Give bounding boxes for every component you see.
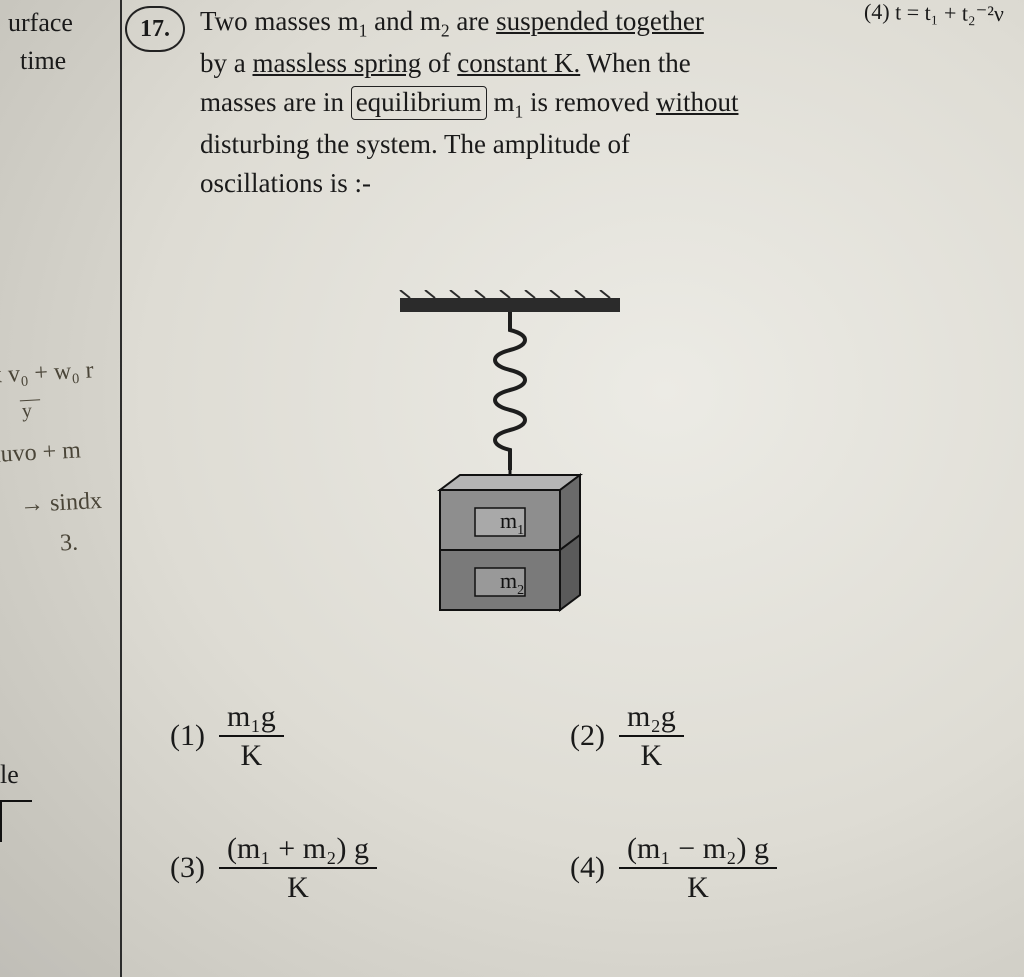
handwriting-line2: muvo + m	[0, 437, 82, 469]
q-l1a: Two masses	[200, 6, 338, 36]
q-m2-sym: m	[420, 6, 441, 36]
q-constK: constant K.	[457, 48, 580, 78]
option-4-bot: K	[679, 869, 717, 904]
margin-bracket	[0, 800, 32, 842]
q-suspended: suspended together	[496, 6, 704, 36]
spring-mass-diagram: m1 m2	[380, 290, 640, 650]
page: urface time le (4) t = t₁ + t₂⁻²ν 17. Tw…	[0, 0, 1024, 977]
option-3-bot: K	[279, 869, 317, 904]
option-3[interactable]: (3) (m₁ + m₂) g K	[170, 832, 570, 904]
q-equilibrium: equilibrium	[351, 86, 487, 120]
handwriting-line3: → sindx	[19, 488, 102, 519]
q-l3a: masses are in	[200, 87, 351, 117]
options-block: (1) m₁g K (2) m₂g K (3) (m₁ + m₂) g K	[170, 700, 990, 964]
q-m1-sym: m	[338, 6, 359, 36]
options-row-1: (1) m₁g K (2) m₂g K	[170, 700, 990, 772]
margin-word-urface: urface	[8, 8, 73, 38]
q-without: without	[656, 87, 739, 117]
option-2-bot: K	[633, 737, 671, 772]
option-3-num: (3)	[170, 851, 205, 885]
option-2-top: m₂g	[619, 700, 684, 737]
q-l5: oscillations is :-	[200, 168, 371, 198]
q-l1c: are	[456, 6, 496, 36]
option-1-frac: m₁g K	[219, 700, 284, 772]
option-2[interactable]: (2) m₂g K	[570, 700, 970, 772]
option-1[interactable]: (1) m₁g K	[170, 700, 570, 772]
handwriting-line4: 3.	[59, 530, 78, 558]
option-2-frac: m₂g K	[619, 700, 684, 772]
q-l2c: When the	[586, 48, 690, 78]
option-1-num: (1)	[170, 719, 205, 753]
question-number: 17.	[140, 16, 170, 43]
q-l1b: and	[374, 6, 420, 36]
ceiling-bar	[400, 298, 620, 312]
q-l2a: by a	[200, 48, 252, 78]
q-massless: massless spring	[252, 48, 421, 78]
option-3-frac: (m₁ + m₂) g K	[219, 832, 377, 904]
ceiling-hatch	[400, 290, 610, 298]
option-4-frac: (m₁ − m₂) g K	[619, 832, 777, 904]
question-number-circle: 17.	[125, 6, 185, 52]
q-m1b-sym: m	[493, 87, 514, 117]
q-m1: m1	[338, 6, 368, 36]
margin-word-le: le	[0, 760, 19, 790]
q-l4: disturbing the system. The amplitude of	[200, 129, 630, 159]
option-1-bot: K	[233, 737, 271, 772]
question-text: Two masses m1 and m2 are suspended toget…	[200, 2, 990, 203]
spring-icon	[495, 312, 525, 470]
option-3-top: (m₁ + m₂) g	[219, 832, 377, 869]
handwriting-line1: x v₀ + w₀ r	[0, 357, 94, 389]
q-l2b: of	[428, 48, 457, 78]
option-4-top: (m₁ − m₂) g	[619, 832, 777, 869]
q-m2: m2	[420, 6, 450, 36]
option-4-num: (4)	[570, 851, 605, 885]
margin-word-time: time	[20, 46, 66, 76]
q-l3c: is removed	[530, 87, 656, 117]
options-row-2: (3) (m₁ + m₂) g K (4) (m₁ − m₂) g K	[170, 832, 990, 904]
option-2-num: (2)	[570, 719, 605, 753]
option-1-top: m₁g	[219, 700, 284, 737]
handwriting-line1c: y	[21, 400, 32, 423]
q-m1b: m1	[493, 87, 523, 117]
option-4[interactable]: (4) (m₁ − m₂) g K	[570, 832, 970, 904]
